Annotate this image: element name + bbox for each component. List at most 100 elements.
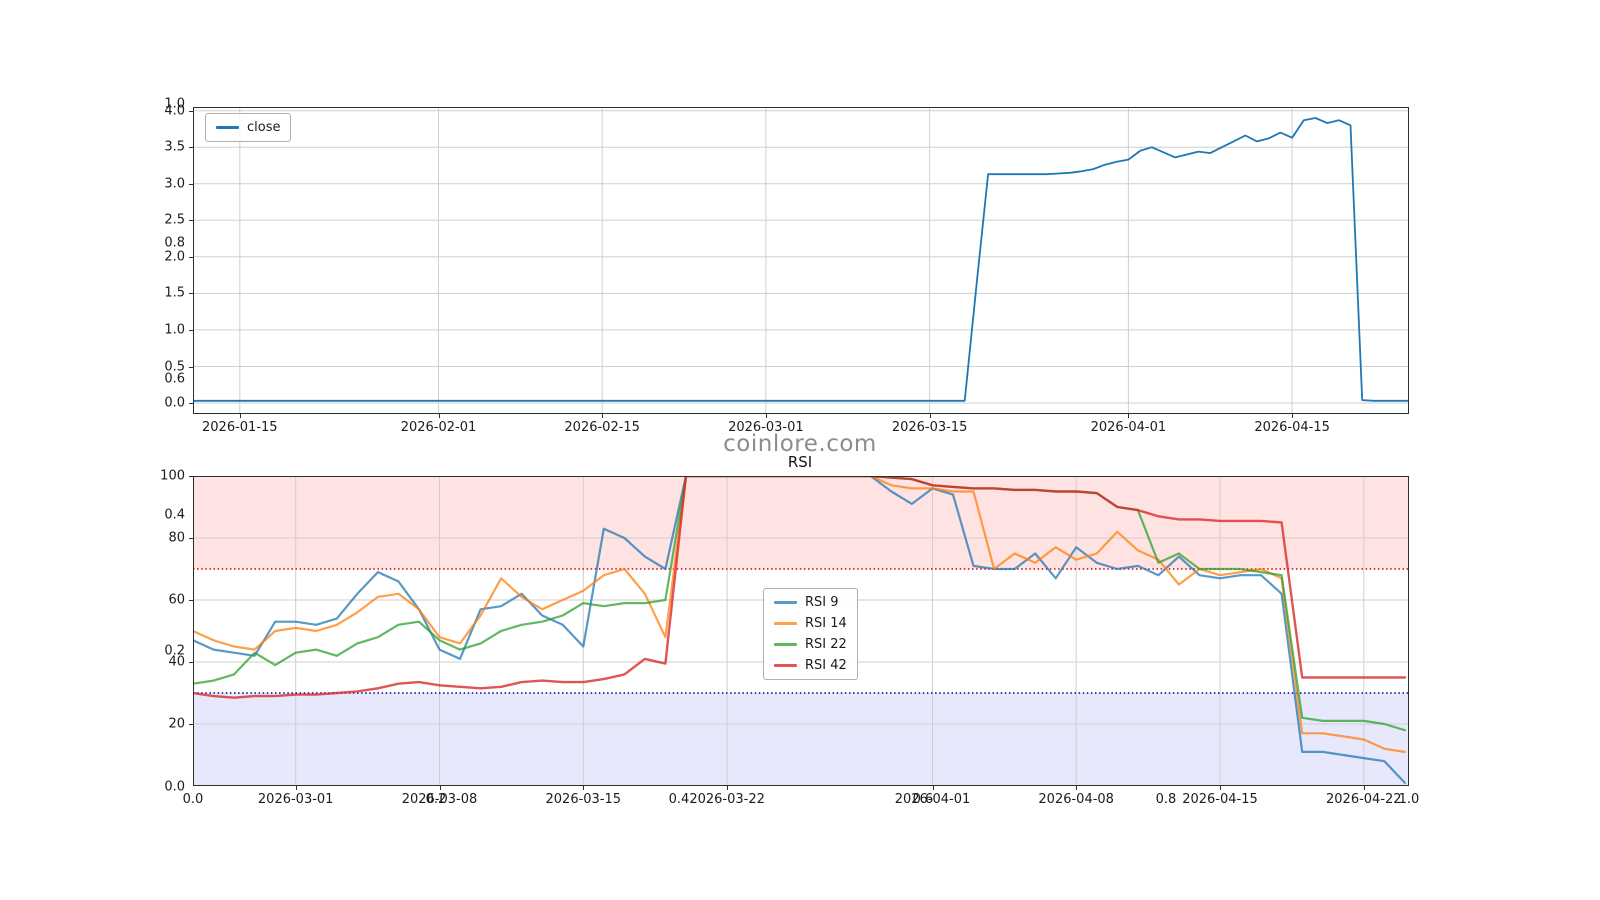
x-tick-label: 2026-04-01 [1090, 420, 1167, 435]
x-tickmark [1076, 786, 1078, 790]
stray-y-label: 1.0 [164, 96, 185, 112]
x-tick-label: 2026-02-01 [400, 420, 477, 435]
y-tick-label: 2.5 [164, 212, 185, 228]
legend-item: RSI 9 [774, 595, 847, 610]
y-tick-label: 1.5 [164, 285, 185, 301]
y-tick-label: 20 [168, 716, 185, 732]
x-tickmark [1128, 414, 1130, 418]
x-tick-label: 2026-03-01 [728, 420, 804, 435]
y-tickmark [189, 538, 193, 539]
y-tickmark [189, 600, 193, 601]
stray-x-label: 0.4 [668, 792, 690, 807]
legend-item: RSI 22 [774, 637, 847, 652]
y-tick-label: 2.0 [164, 249, 185, 265]
series-rsi-9 [193, 476, 1407, 784]
rsi-chart-legend: RSI 9 RSI 14 RSI 22 RSI 42 [763, 588, 858, 680]
x-tick-label: 2026-03-15 [545, 792, 622, 807]
series-rsi-42 [193, 476, 1407, 699]
x-tickmark [727, 786, 729, 790]
legend-line-swatch [774, 622, 797, 625]
y-tick-label: 40 [168, 654, 185, 670]
y-tick-label: 3.5 [164, 139, 185, 155]
legend-item: close [216, 120, 280, 135]
y-tickmark [189, 724, 193, 725]
stray-x-label: 0.8 [1155, 792, 1177, 807]
stray-y-label: 0.0 [164, 779, 185, 795]
stray-x-label: 0.2 [425, 792, 447, 807]
x-tickmark [295, 786, 297, 790]
legend-label: RSI 22 [805, 637, 847, 652]
y-tick-label: 4.0 [164, 103, 185, 119]
rsi-chart-svg [193, 476, 1409, 786]
legend-item: RSI 42 [774, 658, 847, 673]
stray-y-label: 0.2 [164, 643, 185, 659]
plot-border [193, 107, 1409, 414]
x-tick-label: 2026-04-15 [1182, 792, 1258, 807]
y-tickmark [189, 256, 193, 258]
y-tick-label: 0.0 [164, 395, 185, 411]
x-tick-label: 2026-01-15 [202, 420, 278, 435]
y-tickmark [189, 110, 193, 112]
x-tick-label: 2026-04-22 [1326, 792, 1402, 807]
y-tickmark [189, 476, 193, 477]
series-close [193, 117, 1409, 402]
legend-item: RSI 14 [774, 616, 847, 631]
plot-border [193, 476, 1409, 786]
legend-label: RSI 42 [805, 658, 847, 673]
x-tick-label: 2026-04-01 [894, 792, 971, 807]
series-rsi-22 [193, 476, 1407, 732]
x-tick-label: 2026-02-15 [564, 420, 640, 435]
legend-label: RSI 14 [805, 616, 847, 631]
y-tick-label: 80 [168, 530, 185, 546]
price-chart [193, 107, 1409, 414]
stray-x-label: 0.6 [912, 792, 934, 807]
x-tick-label: 2026-03-01 [257, 792, 334, 807]
y-tickmark [189, 183, 193, 185]
x-tickmark [439, 786, 441, 790]
y-tick-label: 60 [168, 592, 185, 608]
y-tickmark [189, 329, 193, 331]
watermark: coinlore.com [723, 431, 877, 457]
price-chart-legend: close [205, 113, 292, 142]
x-tick-label: 2026-03-22 [689, 792, 765, 807]
stray-x-label: 0.0 [182, 792, 204, 807]
y-tickmark [189, 662, 193, 663]
overbought-band [193, 476, 1409, 569]
x-tickmark [765, 414, 767, 418]
stray-x-label: 1.0 [1398, 792, 1420, 807]
stray-y-label: 0.6 [164, 371, 185, 387]
x-tickmark [438, 414, 440, 418]
x-tickmark [1363, 786, 1365, 790]
x-tickmark [1220, 786, 1221, 790]
oversold-band [193, 693, 1409, 786]
rsi-chart-title: RSI [787, 453, 813, 471]
x-tickmark [239, 414, 241, 418]
y-tick-label: 100 [160, 468, 185, 484]
y-tickmark [189, 293, 193, 295]
x-tickmark [1292, 414, 1294, 418]
legend-label: RSI 9 [805, 595, 839, 610]
y-tick-label: 1.0 [164, 322, 185, 338]
x-tick-label: 2026-03-08 [401, 792, 478, 807]
rsi-chart [193, 476, 1409, 786]
y-tickmark [189, 366, 193, 368]
x-tickmark [583, 786, 585, 790]
x-tick-label: 2026-04-08 [1038, 792, 1114, 807]
x-tick-label: 2026-04-15 [1254, 420, 1330, 435]
y-tickmark [189, 220, 193, 222]
legend-line-swatch [774, 601, 797, 604]
y-tickmark [189, 403, 193, 404]
y-tickmark [189, 147, 193, 149]
x-tickmark [602, 414, 604, 418]
legend-line-swatch [774, 664, 797, 667]
stray-y-label: 0.4 [164, 507, 185, 523]
x-tickmark [929, 414, 931, 418]
legend-line-swatch [774, 643, 797, 646]
legend-line-swatch [216, 126, 239, 129]
y-tick-label: 0.5 [164, 359, 185, 374]
legend-label: close [247, 120, 281, 135]
stray-y-label: 0.8 [164, 235, 185, 251]
x-tickmark [932, 786, 934, 790]
x-tick-label: 2026-03-15 [891, 420, 968, 435]
